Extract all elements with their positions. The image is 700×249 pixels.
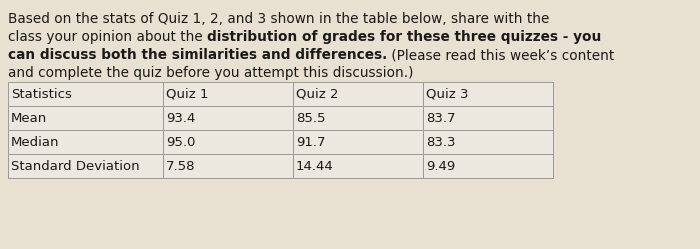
Bar: [423, 82, 553, 106]
Text: 95.0: 95.0: [166, 135, 195, 148]
Bar: [8, 130, 163, 154]
Bar: [293, 82, 423, 106]
Bar: [163, 82, 293, 106]
Text: distribution of grades for these three quizzes - you: distribution of grades for these three q…: [207, 30, 601, 44]
Bar: [423, 154, 553, 178]
Text: Quiz 1: Quiz 1: [166, 87, 209, 101]
Text: can discuss both the similarities and differences.: can discuss both the similarities and di…: [8, 48, 387, 62]
Text: (Please read this week’s content: (Please read this week’s content: [387, 48, 615, 62]
Text: 9.49: 9.49: [426, 160, 455, 173]
Bar: [8, 82, 163, 106]
Text: Based on the stats of Quiz 1, 2, and 3 shown in the table below, share with the: Based on the stats of Quiz 1, 2, and 3 s…: [8, 12, 550, 26]
Text: 83.3: 83.3: [426, 135, 456, 148]
Text: and complete the quiz before you attempt this discussion.): and complete the quiz before you attempt…: [8, 66, 414, 80]
Bar: [293, 106, 423, 130]
Bar: [423, 130, 553, 154]
Text: class your opinion about the: class your opinion about the: [8, 30, 207, 44]
Text: 14.44: 14.44: [296, 160, 334, 173]
Bar: [423, 106, 553, 130]
Text: Statistics: Statistics: [11, 87, 72, 101]
Text: Mean: Mean: [11, 112, 48, 124]
Bar: [8, 154, 163, 178]
Text: 93.4: 93.4: [166, 112, 195, 124]
Text: Quiz 2: Quiz 2: [296, 87, 339, 101]
Bar: [163, 106, 293, 130]
Bar: [293, 130, 423, 154]
Text: Median: Median: [11, 135, 60, 148]
Bar: [8, 106, 163, 130]
Bar: [163, 130, 293, 154]
Bar: [163, 154, 293, 178]
Text: 91.7: 91.7: [296, 135, 326, 148]
Text: Standard Deviation: Standard Deviation: [11, 160, 139, 173]
Text: 7.58: 7.58: [166, 160, 195, 173]
Text: 85.5: 85.5: [296, 112, 326, 124]
Bar: [293, 154, 423, 178]
Text: Quiz 3: Quiz 3: [426, 87, 468, 101]
Text: 83.7: 83.7: [426, 112, 456, 124]
